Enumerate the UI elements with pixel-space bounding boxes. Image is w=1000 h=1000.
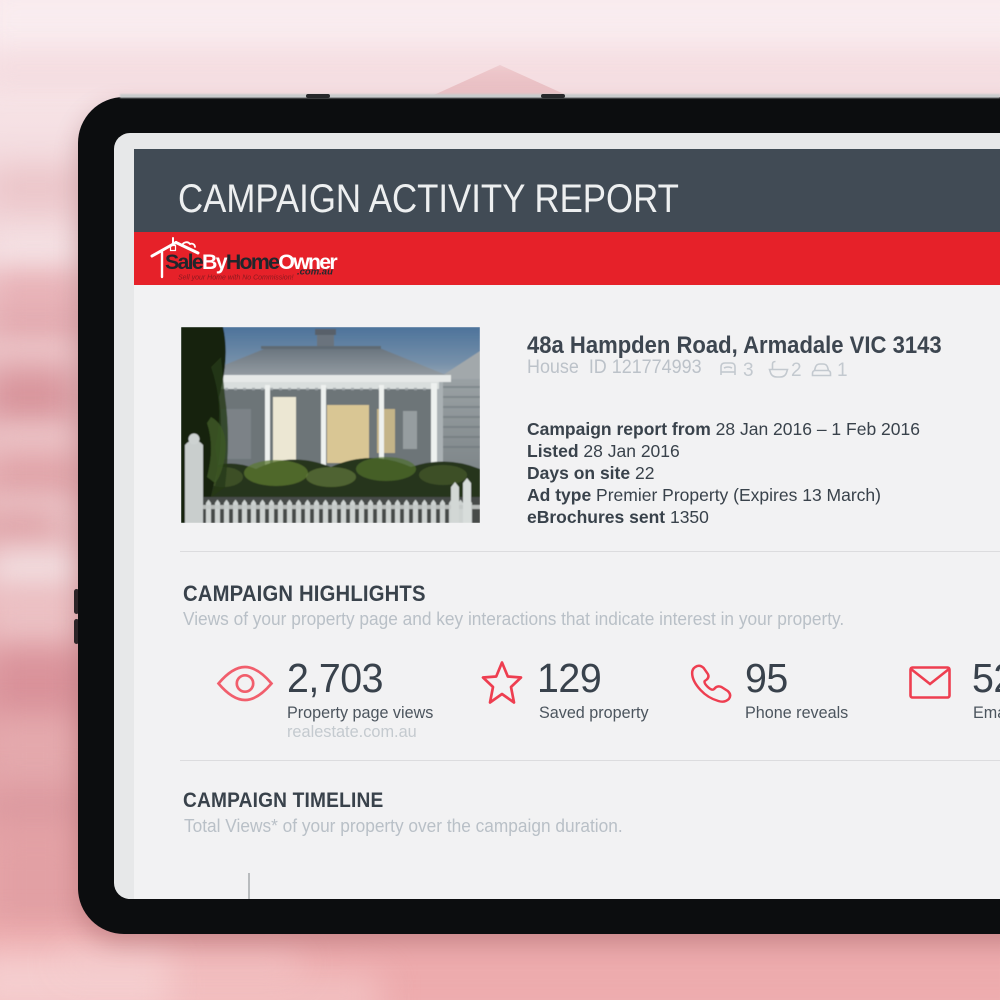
svg-text:.com.au: .com.au: [297, 267, 333, 278]
svg-text:SaleByHomeOwner: SaleByHomeOwner: [165, 250, 337, 274]
svg-text:Sell your Home with No Commiss: Sell your Home with No Commission!: [178, 275, 294, 282]
svg-text:2: 2: [791, 360, 802, 381]
svg-text:1: 1: [837, 360, 848, 381]
svg-text:3: 3: [743, 360, 754, 381]
